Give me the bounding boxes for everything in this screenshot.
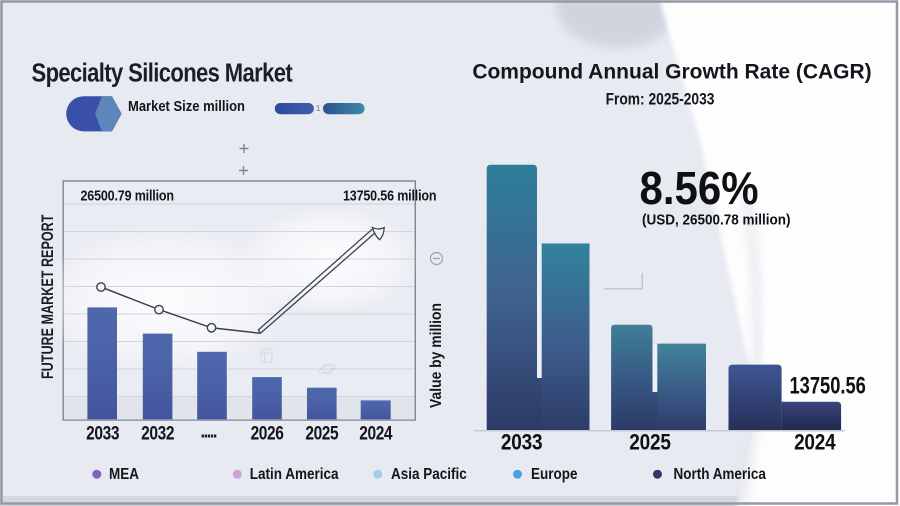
- svg-text:North America: North America: [674, 466, 767, 483]
- svg-text:2025: 2025: [629, 430, 670, 455]
- svg-text:2033: 2033: [501, 430, 542, 455]
- svg-text:(USD, 26500.78 million): (USD, 26500.78 million): [642, 212, 791, 229]
- svg-text:2024: 2024: [359, 422, 392, 444]
- svg-text:FUTURE MARKET REPORT: FUTURE MARKET REPORT: [40, 215, 58, 380]
- svg-text:Value by million: Value by million: [427, 303, 445, 408]
- svg-text:2026: 2026: [251, 422, 284, 444]
- svg-text:MEA: MEA: [109, 466, 139, 483]
- svg-text:Compound Annual Growth Rate (C: Compound Annual Growth Rate (CAGR): [472, 61, 871, 84]
- svg-text:1: 1: [316, 104, 321, 113]
- svg-text:2032: 2032: [141, 422, 174, 444]
- svg-text:Europe: Europe: [531, 466, 577, 483]
- svg-text:2024: 2024: [794, 430, 836, 455]
- svg-text:13750.56 million: 13750.56 million: [343, 188, 436, 204]
- svg-text:8.56%: 8.56%: [640, 163, 759, 214]
- svg-text:Market Size million: Market Size million: [128, 97, 245, 114]
- svg-text:2033: 2033: [86, 422, 119, 444]
- svg-text:26500.79 million: 26500.79 million: [81, 188, 174, 204]
- svg-text:13750.56: 13750.56: [790, 373, 866, 399]
- svg-text:2025: 2025: [305, 422, 338, 444]
- svg-text:From: 2025-2033: From: 2025-2033: [606, 90, 715, 108]
- svg-text:Latin America: Latin America: [250, 466, 340, 483]
- svg-text:Specialty Silicones Market: Specialty Silicones Market: [32, 59, 293, 88]
- svg-text:Asia Pacific: Asia Pacific: [391, 466, 467, 483]
